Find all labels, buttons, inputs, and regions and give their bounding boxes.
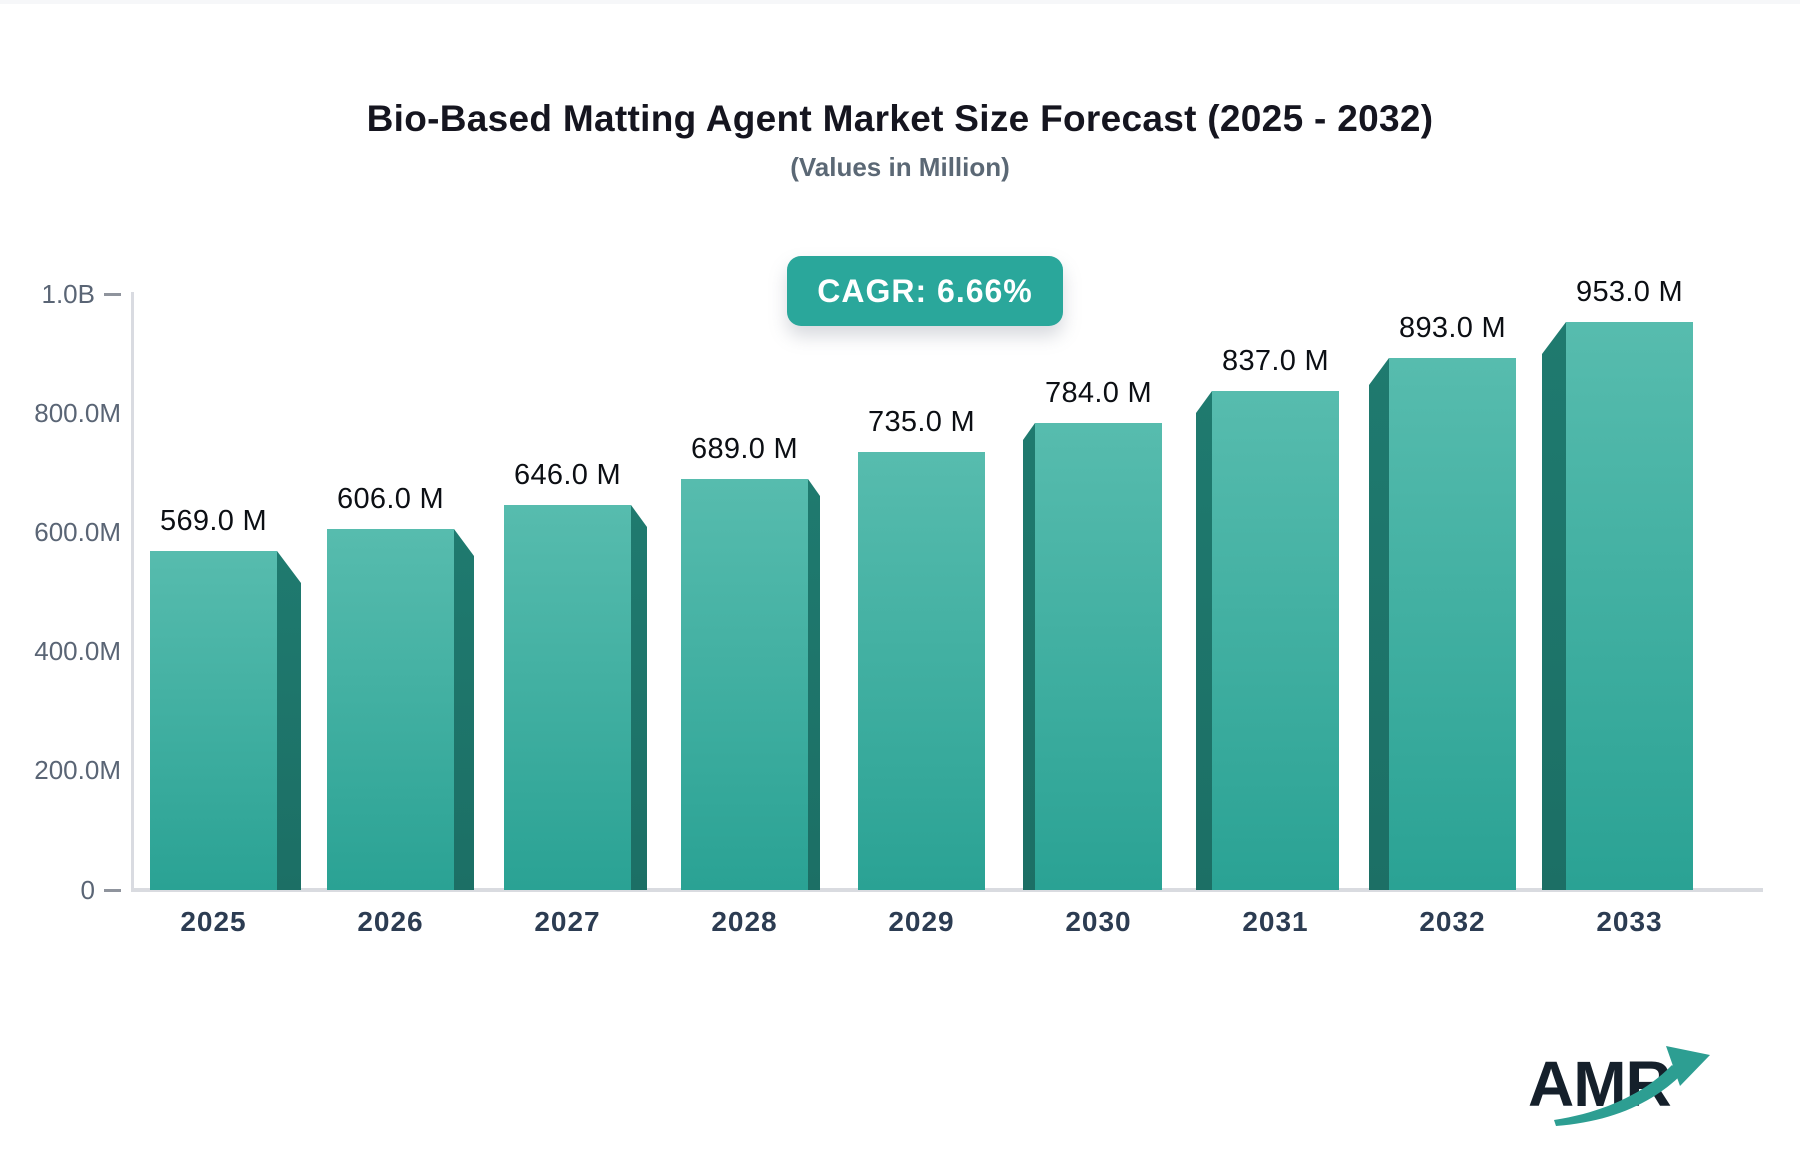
bar-2030[interactable]: 784.0 M xyxy=(1023,377,1162,890)
chart-subtitle: (Values in Million) xyxy=(790,152,1010,182)
bar-face xyxy=(1389,358,1516,890)
bar-value-label: 689.0 M xyxy=(691,433,798,465)
cagr-badge: CAGR: 6.66% xyxy=(787,256,1063,326)
tick-dash xyxy=(104,292,121,296)
bar-value-label: 837.0 M xyxy=(1222,345,1329,377)
x-axis-label-2026: 2026 xyxy=(357,906,424,937)
amr-logo-text: AMR xyxy=(1528,1048,1671,1120)
y-axis-tick: 600.0M xyxy=(0,516,121,548)
bar-value-label: 893.0 M xyxy=(1399,312,1506,344)
x-axis-label-2025: 2025 xyxy=(180,906,247,937)
bar-value-label: 953.0 M xyxy=(1576,276,1683,308)
y-axis-line xyxy=(131,292,134,890)
x-axis-label-2030: 2030 xyxy=(1065,906,1132,937)
logo-arrow-swoosh xyxy=(1554,1065,1682,1126)
bar-face xyxy=(858,452,985,890)
bar-2026[interactable]: 606.0 M xyxy=(327,483,474,890)
y-axis-tick: 200.0M xyxy=(0,755,121,787)
bar-side-facet xyxy=(1542,322,1566,890)
bar-face xyxy=(504,505,631,890)
bar-side-facet xyxy=(1196,391,1212,890)
y-axis-tick: 0 xyxy=(0,874,121,906)
bar-2031[interactable]: 837.0 M xyxy=(1196,345,1339,890)
bar-2028[interactable]: 689.0 M xyxy=(681,433,820,890)
y-axis-tick: 1.0B xyxy=(0,278,121,310)
bar-2025[interactable]: 569.0 M xyxy=(150,505,301,890)
bar-value-label: 569.0 M xyxy=(160,505,267,537)
bar-2033[interactable]: 953.0 M xyxy=(1542,276,1693,890)
bar-side-facet xyxy=(454,529,474,890)
x-axis-line xyxy=(131,888,1763,892)
bar-value-label: 735.0 M xyxy=(868,406,975,438)
bar-side-facet xyxy=(1369,358,1389,890)
tick-dash xyxy=(104,888,121,892)
bar-2027[interactable]: 646.0 M xyxy=(504,459,647,890)
amr-logo: AMR xyxy=(1528,1034,1778,1134)
chart-title: Bio-Based Matting Agent Market Size Fore… xyxy=(366,98,1434,139)
y-axis-tick: 800.0M xyxy=(0,397,121,429)
y-axis-tick-label: 400.0M xyxy=(34,636,121,667)
y-axis-tick-label: 200.0M xyxy=(34,755,121,786)
bar-value-label: 606.0 M xyxy=(337,483,444,515)
x-axis-label-2031: 2031 xyxy=(1242,906,1309,937)
x-axis-label-2028: 2028 xyxy=(711,906,778,937)
bar-2029[interactable]: 735.0 M xyxy=(858,406,985,890)
bar-value-label: 784.0 M xyxy=(1045,377,1152,409)
y-axis-tick-label: 800.0M xyxy=(34,397,121,428)
x-axis-label-2029: 2029 xyxy=(888,906,955,937)
y-axis-tick-label: 1.0B xyxy=(41,278,96,309)
x-axis-label-2027: 2027 xyxy=(534,906,601,937)
bar-side-facet xyxy=(631,505,647,890)
x-axis-label-2033: 2033 xyxy=(1596,906,1663,937)
bar-value-label: 646.0 M xyxy=(514,459,621,491)
bar-face xyxy=(1035,423,1162,890)
bar-side-facet xyxy=(277,551,301,890)
bar-side-facet xyxy=(808,479,820,890)
bar-face xyxy=(681,479,808,890)
bar-side-facet xyxy=(1023,423,1035,890)
bar-2032[interactable]: 893.0 M xyxy=(1369,312,1516,890)
y-axis-tick-label: 0 xyxy=(80,874,95,905)
y-axis-tick-label: 600.0M xyxy=(34,516,121,547)
bar-face xyxy=(327,529,454,890)
amr-logo-graphic: AMR xyxy=(1528,1046,1710,1126)
y-axis-tick: 400.0M xyxy=(0,636,121,668)
bar-face xyxy=(1212,391,1339,890)
logo-arrow-head xyxy=(1666,1046,1710,1086)
bar-face xyxy=(150,551,277,890)
x-axis-label-2032: 2032 xyxy=(1419,906,1486,937)
bar-face xyxy=(1566,322,1693,890)
